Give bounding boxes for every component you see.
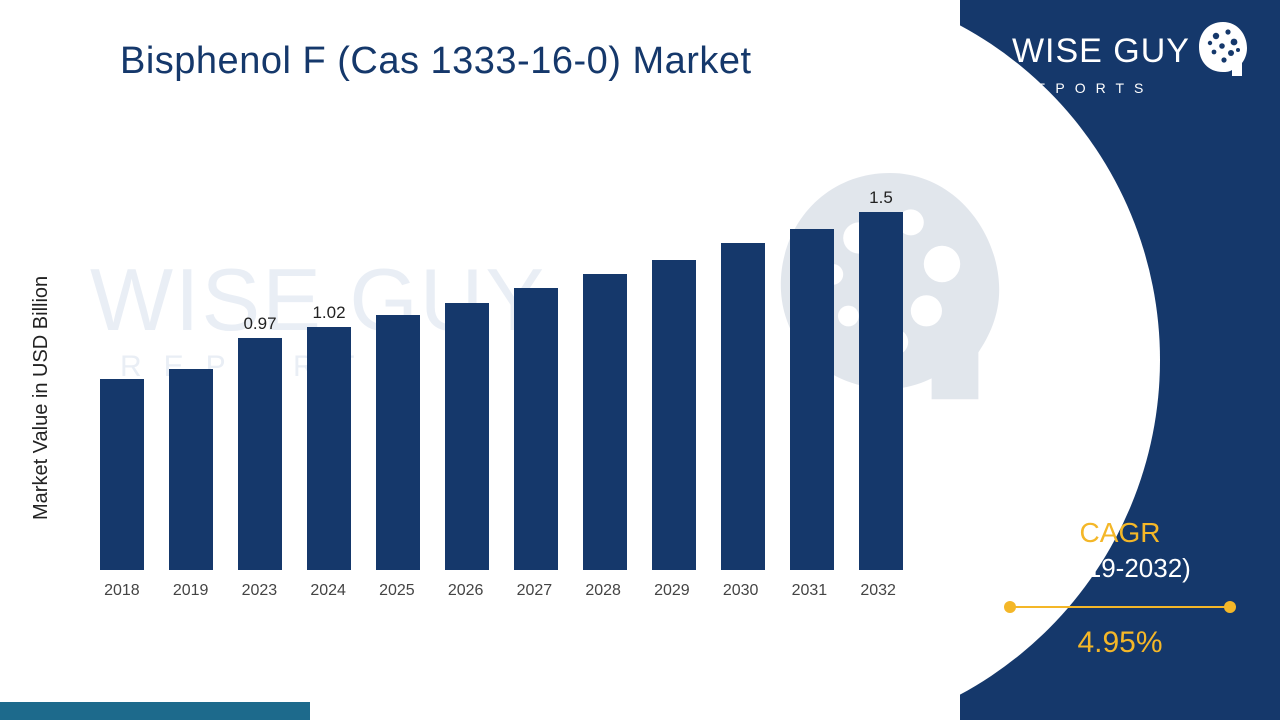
x-tick-label: 2018 — [100, 582, 144, 600]
bar-slot: 0.97 — [238, 338, 282, 570]
x-tick-label: 2031 — [788, 582, 832, 600]
logo-text-main: WISE GUY — [1012, 32, 1190, 71]
bar — [514, 288, 558, 570]
bottom-accent-bar — [0, 702, 310, 720]
bar-value-label: 0.97 — [243, 314, 276, 334]
bar-slot — [652, 260, 696, 570]
x-axis: 2018 2019 2023 2024 2025 2026 2027 2028 2029 2030… — [100, 582, 900, 600]
bar — [859, 212, 903, 570]
bar-slot — [445, 303, 489, 570]
x-tick-label: 2025 — [375, 582, 419, 600]
x-tick-label: 2019 — [169, 582, 213, 600]
bar — [721, 243, 765, 570]
bar — [307, 327, 351, 570]
cagr-divider — [1010, 606, 1230, 608]
x-tick-label: 2032 — [856, 582, 900, 600]
bar-value-label: 1.5 — [869, 188, 893, 208]
logo-text-sub: REPORTS — [1012, 80, 1250, 96]
bar-chart: 0.97 1.02 1.5 2018 2019 2023 2024 2025 2026 2027… — [70, 160, 900, 600]
x-tick-label: 2023 — [238, 582, 282, 600]
bar — [583, 274, 627, 570]
bar — [100, 379, 144, 570]
bar-slot — [583, 274, 627, 570]
bar-slot — [100, 379, 144, 570]
bar — [445, 303, 489, 570]
bars-container: 0.97 1.02 1.5 — [100, 200, 900, 570]
cagr-range: (2019-2032) — [990, 553, 1250, 584]
bar-slot — [169, 369, 213, 570]
bar-slot — [514, 288, 558, 570]
y-axis-label: Market Value in USD Billion — [30, 276, 53, 520]
infographic-stage: WISE GUY REPORTS Bisphenol F (Cas 1333-1… — [0, 0, 1280, 720]
logo-head-icon — [1196, 20, 1250, 82]
x-tick-label: 2030 — [719, 582, 763, 600]
bar-slot — [721, 243, 765, 570]
x-tick-label: 2028 — [581, 582, 625, 600]
x-tick-label: 2026 — [444, 582, 488, 600]
x-tick-label: 2024 — [306, 582, 350, 600]
x-tick-label: 2029 — [650, 582, 694, 600]
cagr-block: CAGR (2019-2032) 4.95% — [990, 517, 1250, 660]
cagr-label: CAGR — [990, 517, 1250, 549]
bar — [238, 338, 282, 570]
brand-logo: WISE GUY REPORTS — [1012, 20, 1250, 96]
chart-title: Bisphenol F (Cas 1333-16-0) Market — [120, 40, 752, 83]
bar — [169, 369, 213, 570]
bar — [376, 315, 420, 570]
bar-slot: 1.5 — [859, 212, 903, 570]
bar-value-label: 1.02 — [312, 303, 345, 323]
bar-slot: 1.02 — [307, 327, 351, 570]
bar-slot — [790, 229, 834, 570]
bar-slot — [376, 315, 420, 570]
bar — [790, 229, 834, 570]
bar — [652, 260, 696, 570]
x-tick-label: 2027 — [513, 582, 557, 600]
cagr-value: 4.95% — [990, 626, 1250, 660]
